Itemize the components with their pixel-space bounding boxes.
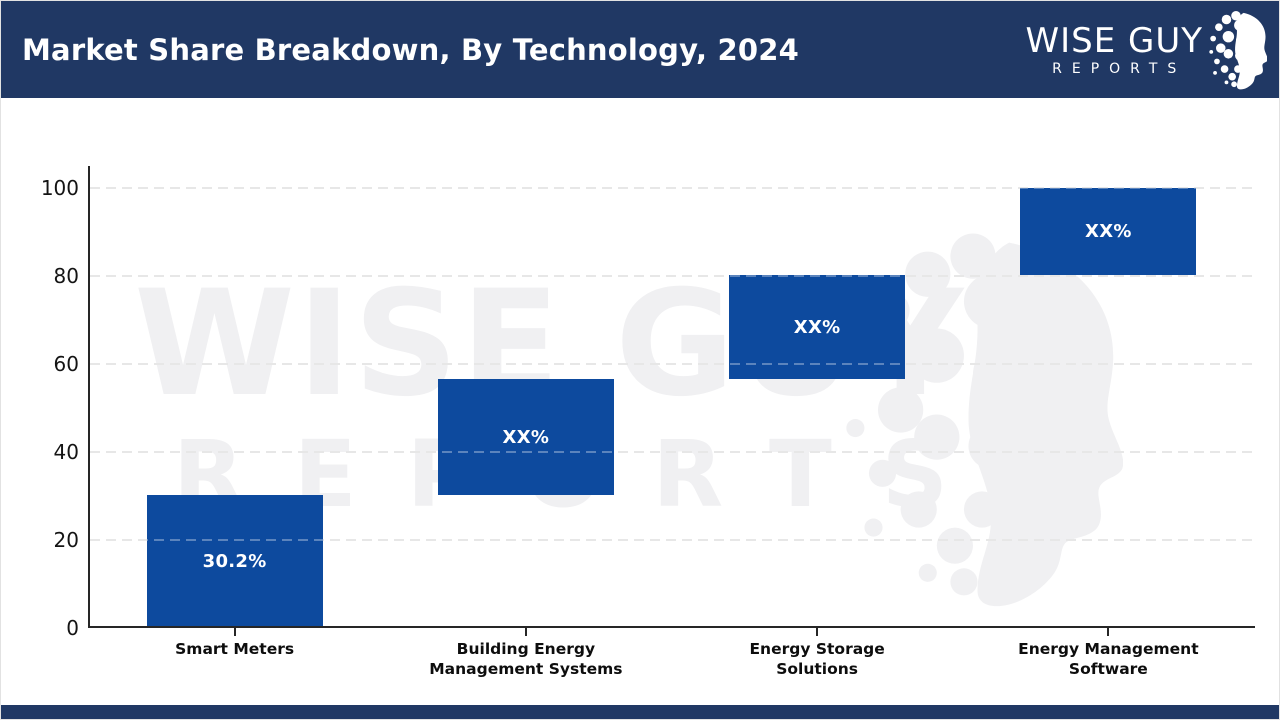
gridline <box>90 451 1254 453</box>
bar: XX% <box>437 379 614 496</box>
gridline-overlay <box>90 187 1254 189</box>
gridline <box>90 363 1254 365</box>
brand-logo-text: WISE GUY REPORTS <box>1025 23 1203 77</box>
y-axis-line <box>88 166 90 628</box>
bar-value-label: 30.2% <box>202 551 267 573</box>
y-tick-label: 0 <box>66 616 79 640</box>
brand-logo: WISE GUY REPORTS <box>1025 10 1279 90</box>
x-tick-mark <box>233 628 236 636</box>
header-band: Market Share Breakdown, By Technology, 2… <box>1 1 1279 98</box>
x-tick-mark <box>816 628 819 636</box>
page-title: Market Share Breakdown, By Technology, 2… <box>22 32 800 67</box>
bar-value-label: XX% <box>502 426 550 448</box>
y-tick-label: 60 <box>53 352 79 376</box>
bar: 30.2% <box>146 495 323 628</box>
gridline-overlay <box>90 363 1254 365</box>
gridline <box>90 275 1254 277</box>
gridline <box>90 539 1254 541</box>
category-label-line: Energy Storage <box>749 640 885 658</box>
y-tick-label: 40 <box>53 440 79 464</box>
footer-band <box>1 705 1279 719</box>
y-tick-label: 20 <box>53 528 79 552</box>
bar-value-label: XX% <box>1085 220 1132 242</box>
bar-value-label: XX% <box>793 316 841 338</box>
brand-name: WISE GUY <box>1025 20 1203 61</box>
category-label-line: Building Energy <box>456 640 596 658</box>
bar: XX% <box>729 274 906 380</box>
gridline-overlay <box>90 275 1254 277</box>
category-label-line: Software <box>1068 660 1148 678</box>
gridline-overlay <box>90 451 1254 453</box>
brand-subname: REPORTS <box>1052 60 1187 77</box>
category-label-line: Solutions <box>776 660 859 678</box>
plot-area: 0 20 40 60 80 100 30.2% Smart Meters XX% Building… <box>1 98 1279 707</box>
category-label: Energy Management Software <box>948 639 1268 679</box>
category-label-line: Management Systems <box>429 660 623 678</box>
x-tick-mark <box>1107 628 1110 636</box>
category-label: Energy Storage Solutions <box>657 639 977 679</box>
bar: XX% <box>1020 188 1197 275</box>
gridline-overlay <box>90 539 1254 541</box>
category-label: Building Energy Management Systems <box>366 639 686 679</box>
y-tick-label: 80 <box>53 264 79 288</box>
dotted-head-icon <box>1209 10 1267 89</box>
category-label: Smart Meters <box>75 639 395 659</box>
x-axis-line <box>88 626 1255 628</box>
category-label-line: Smart Meters <box>175 640 295 658</box>
category-label-line: Energy Management <box>1018 640 1199 658</box>
y-tick-label: 100 <box>40 176 79 200</box>
x-tick-mark <box>524 628 527 636</box>
gridline <box>90 187 1254 189</box>
